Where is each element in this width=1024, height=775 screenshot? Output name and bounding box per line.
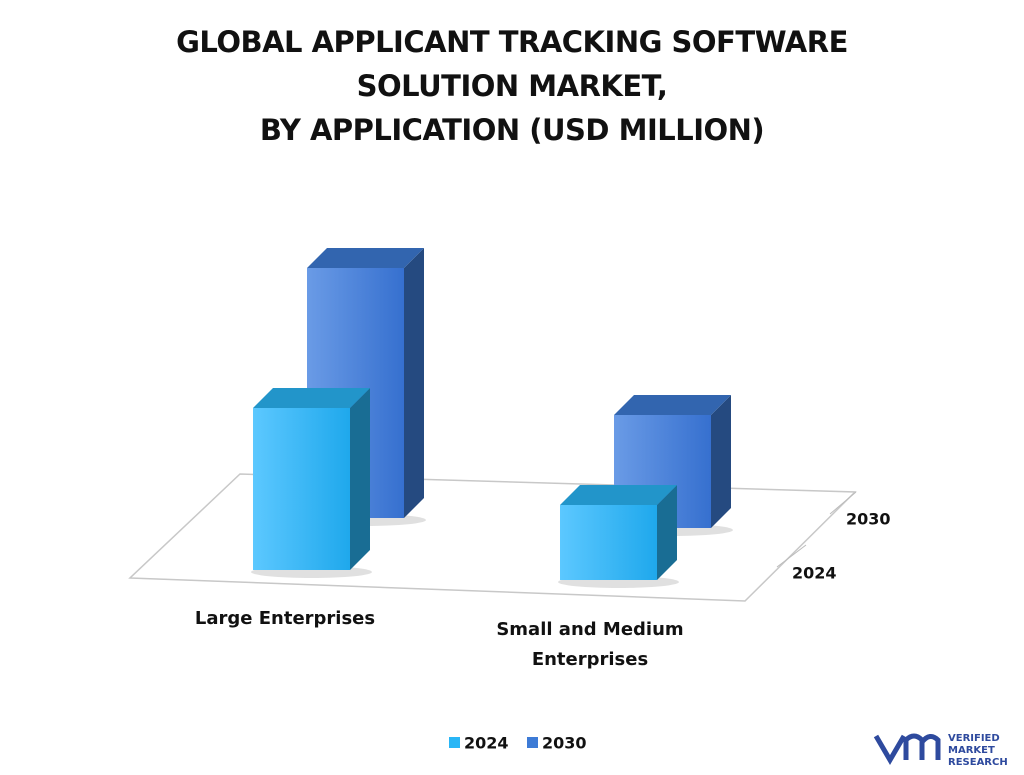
depth-axis <box>776 491 857 568</box>
category-label: Large Enterprises <box>194 608 376 629</box>
logo-text: MARKET <box>948 745 995 756</box>
title-line: GLOBAL APPLICANT TRACKING SOFTWARE <box>176 25 848 59</box>
bar-side <box>657 485 677 580</box>
logo: VERIFIED MARKET RESEARCH <box>873 733 1008 768</box>
bar-top <box>253 388 370 408</box>
bar-top <box>614 395 731 415</box>
floor <box>128 473 857 602</box>
legend-swatch <box>527 737 538 748</box>
legend-label: 2030 <box>542 734 587 753</box>
logo-mark <box>873 733 941 765</box>
bar-front <box>253 408 350 570</box>
category-label: Small and Medium Enterprises <box>496 619 684 670</box>
bar-top <box>307 248 424 268</box>
bar <box>558 485 679 588</box>
bar-top <box>560 485 677 505</box>
bar-side <box>350 388 370 570</box>
bar-front <box>560 505 657 580</box>
depth-label: 2030 <box>846 510 891 529</box>
legend-swatch <box>449 737 460 748</box>
title-line: BY APPLICATION (USD MILLION) <box>259 113 765 147</box>
logo-text: VERIFIED <box>948 733 1000 744</box>
chart-title: GLOBAL APPLICANT TRACKING SOFTWARE SOLUT… <box>0 20 1024 152</box>
legend: 2024 2030 <box>449 734 587 753</box>
title-line: SOLUTION MARKET, <box>356 69 668 103</box>
bar-side <box>404 248 424 518</box>
logo-text: RESEARCH <box>948 757 1008 768</box>
legend-label: 2024 <box>464 734 509 753</box>
depth-label: 2024 <box>792 564 837 583</box>
bar-side <box>711 395 731 528</box>
bar <box>251 388 372 578</box>
bars <box>251 248 733 588</box>
